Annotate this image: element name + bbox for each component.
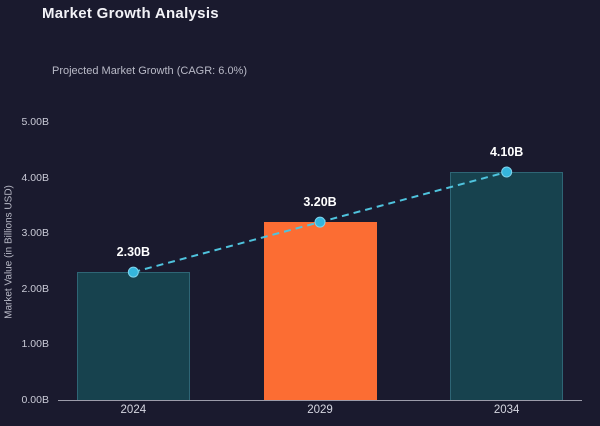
chart-title: Market Growth Analysis — [42, 5, 219, 22]
y-axis-label: Market Value (in Billions USD) — [3, 185, 15, 319]
y-tick-label: 1.00B — [21, 338, 49, 351]
x-tick-label-2034: 2034 — [493, 404, 520, 416]
y-tick-label: 0.00B — [21, 394, 49, 406]
value-label-2034: 4.10B — [489, 145, 524, 160]
bar-2034 — [450, 172, 564, 400]
chart-subtitle: Projected Market Growth (CAGR: 6.0%) — [52, 65, 248, 77]
value-label-2024: 2.30B — [116, 245, 151, 260]
value-label-2029: 3.20B — [303, 195, 337, 210]
x-tick-label-2029: 2029 — [307, 404, 333, 416]
y-tick-label: 3.00B — [21, 227, 49, 240]
y-tick-label: 2.00B — [21, 282, 49, 295]
bar-2024 — [76, 272, 190, 400]
x-axis-line — [58, 400, 582, 401]
y-tick-label: 4.00B — [21, 171, 49, 184]
y-tick-label: 5.00B — [21, 116, 49, 128]
x-tick-label-2024: 2024 — [120, 404, 147, 416]
bar-2029 — [263, 222, 377, 400]
